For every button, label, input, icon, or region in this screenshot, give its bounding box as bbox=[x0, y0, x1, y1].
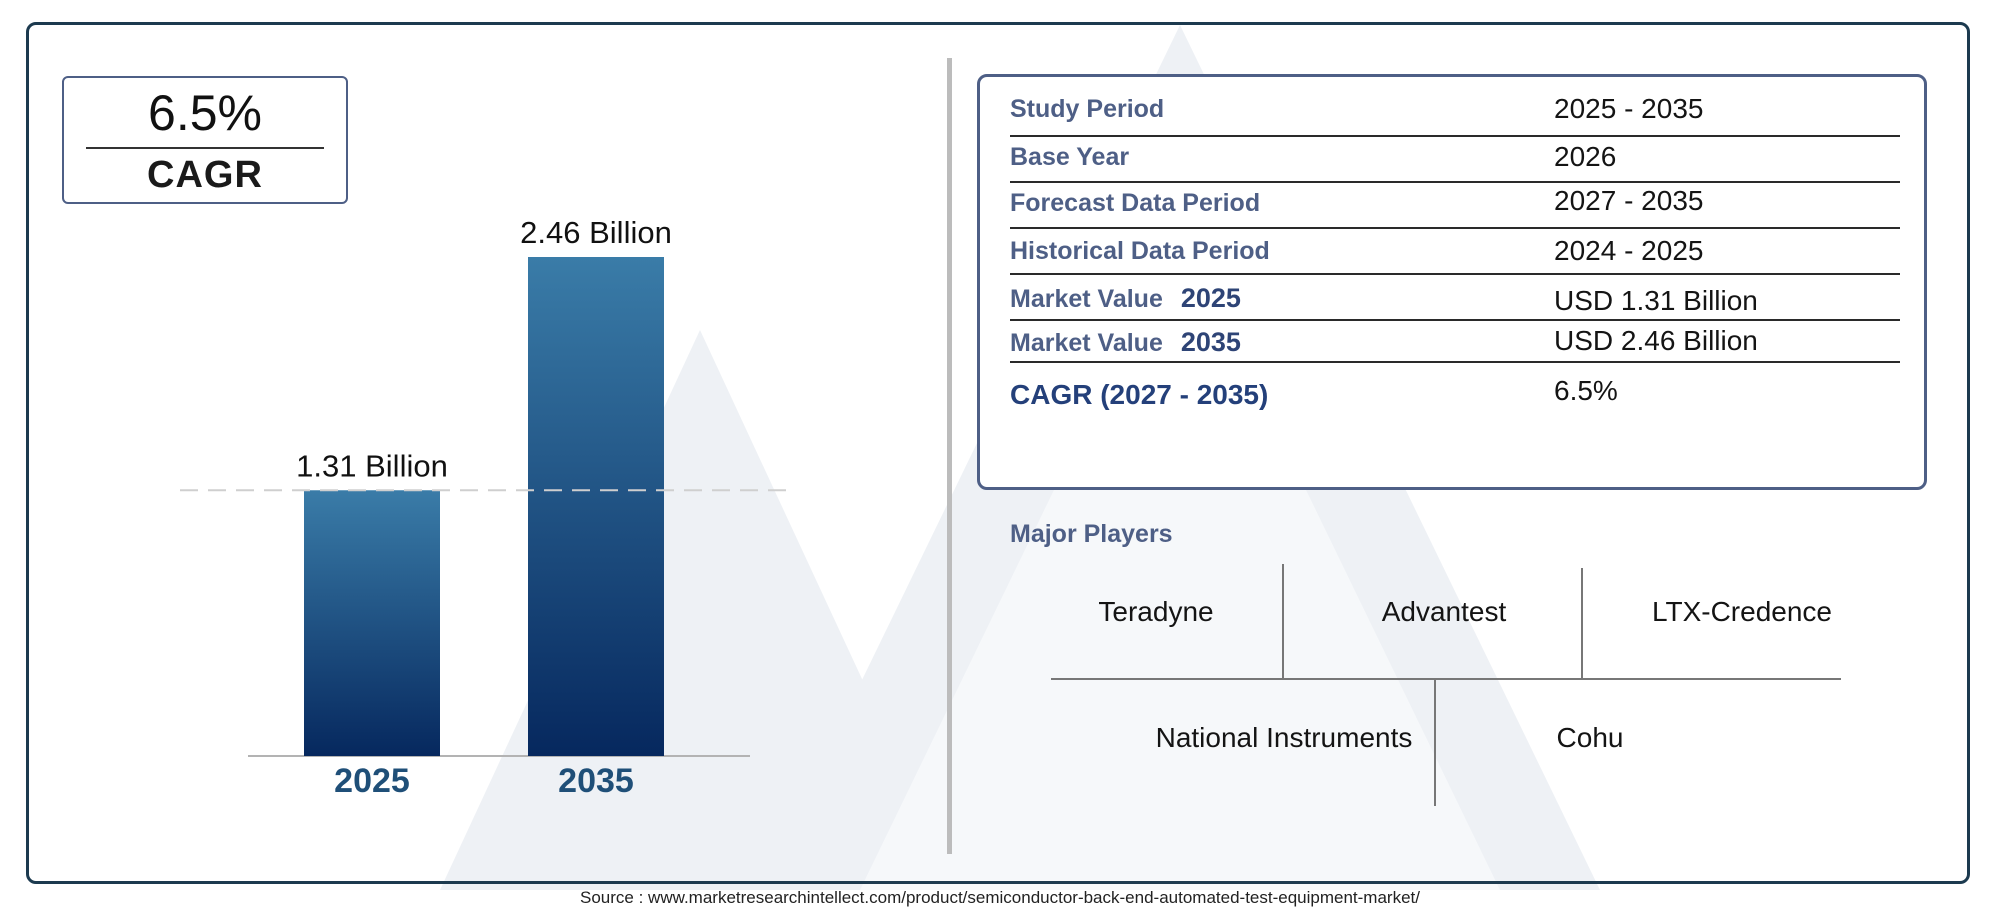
player-name: Teradyne bbox=[1098, 596, 1214, 627]
info-value: 2024 - 2025 bbox=[1554, 235, 1704, 266]
source-citation: Source : www.marketresearchintellect.com… bbox=[580, 888, 1420, 907]
player-name: LTX-Credence bbox=[1651, 596, 1832, 627]
info-row-cagr: CAGR (2027 - 2035) 6.5% bbox=[1010, 363, 1900, 423]
info-label: Base Year bbox=[1010, 143, 1130, 171]
info-value: USD 2.46 Billion bbox=[1554, 325, 1758, 356]
market-info-table: Study Period 2025 - 2035 Base Year 2026 … bbox=[977, 74, 1927, 490]
bar-data-label: 2.46 Billion bbox=[520, 215, 672, 250]
cagr-card: 6.5% CAGR bbox=[62, 76, 348, 204]
info-row-historical-period: Historical Data Period 2024 - 2025 bbox=[1010, 229, 1900, 275]
player-name: Advantest bbox=[1381, 596, 1507, 627]
info-value: 6.5% bbox=[1554, 375, 1618, 406]
cagr-divider bbox=[86, 147, 324, 149]
info-value: 2026 bbox=[1554, 141, 1617, 172]
info-row-market-value-2035: Market Value 2035 USD 2.46 Billion bbox=[1010, 321, 1900, 363]
section-divider bbox=[947, 58, 952, 854]
info-row-forecast-period: Forecast Data Period 2027 - 2035 bbox=[1010, 183, 1900, 229]
bar-2025 bbox=[304, 490, 440, 756]
cagr-label: CAGR bbox=[147, 154, 263, 196]
players-divider bbox=[1434, 680, 1436, 806]
player-name: Cohu bbox=[1556, 722, 1624, 753]
x-tick-label: 2025 bbox=[334, 762, 410, 800]
cagr-value: 6.5% bbox=[148, 85, 262, 141]
info-value: 2025 - 2035 bbox=[1554, 93, 1704, 124]
info-label: Forecast Data Period bbox=[1010, 189, 1261, 217]
info-label: CAGR (2027 - 2035) bbox=[1010, 379, 1269, 410]
bar-data-label: 1.31 Billion bbox=[296, 448, 448, 483]
info-label-text: Market Value bbox=[1010, 285, 1163, 313]
info-label: Study Period bbox=[1010, 95, 1165, 123]
infographic-frame bbox=[26, 22, 1970, 884]
players-divider bbox=[1282, 564, 1284, 678]
players-divider bbox=[1581, 568, 1583, 678]
info-label-year: 2035 bbox=[1180, 327, 1241, 357]
info-label: Historical Data Period bbox=[1010, 237, 1270, 265]
info-label: Market Value 2035 bbox=[1010, 327, 1241, 358]
info-row-base-year: Base Year 2026 bbox=[1010, 137, 1900, 183]
player-name: National Instruments bbox=[1155, 722, 1413, 753]
major-players-title: Major Players bbox=[1010, 520, 1173, 548]
info-row-market-value-2025: Market Value 2025 USD 1.31 Billion bbox=[1010, 275, 1900, 321]
info-value: USD 1.31 Billion bbox=[1554, 285, 1758, 316]
info-label-year: 2025 bbox=[1180, 283, 1241, 313]
info-label-text: Market Value bbox=[1010, 329, 1163, 357]
bar-2035 bbox=[528, 257, 664, 756]
info-row-study-period: Study Period 2025 - 2035 bbox=[1010, 91, 1900, 137]
players-divider bbox=[1051, 678, 1841, 680]
x-tick-label: 2035 bbox=[558, 762, 634, 800]
info-value: 2027 - 2035 bbox=[1554, 185, 1704, 216]
info-label: Market Value 2025 bbox=[1010, 283, 1241, 314]
